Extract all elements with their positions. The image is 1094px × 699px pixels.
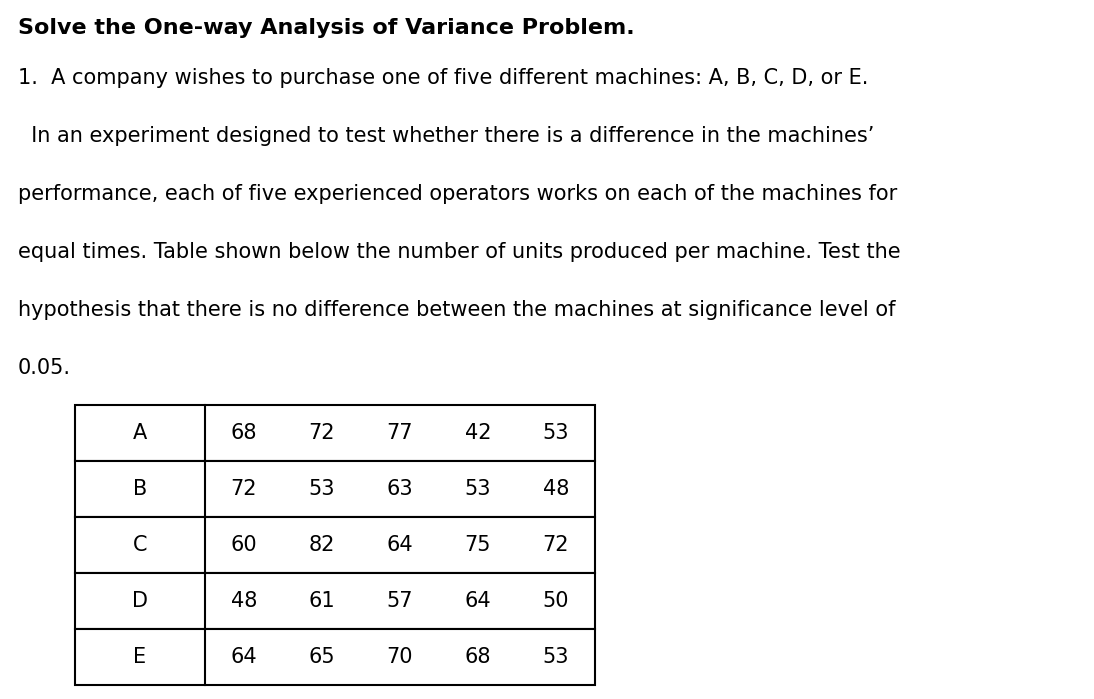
Bar <box>75 629 595 685</box>
Text: 64: 64 <box>465 591 491 611</box>
Text: 75: 75 <box>465 535 491 555</box>
Text: hypothesis that there is no difference between the machines at significance leve: hypothesis that there is no difference b… <box>18 300 896 320</box>
Text: Solve the One-way Analysis of Variance Problem.: Solve the One-way Analysis of Variance P… <box>18 18 635 38</box>
Text: 0.05.: 0.05. <box>18 358 71 378</box>
Text: A: A <box>132 423 147 443</box>
Bar <box>75 461 595 517</box>
Text: D: D <box>132 591 148 611</box>
Text: 68: 68 <box>465 647 491 667</box>
Text: 77: 77 <box>387 423 414 443</box>
Text: 82: 82 <box>309 535 335 555</box>
Text: In an experiment designed to test whether there is a difference in the machines’: In an experiment designed to test whethe… <box>18 126 874 146</box>
Text: 68: 68 <box>231 423 257 443</box>
Text: 60: 60 <box>231 535 257 555</box>
Text: 53: 53 <box>543 423 569 443</box>
Text: equal times. Table shown below the number of units produced per machine. Test th: equal times. Table shown below the numbe… <box>18 242 900 262</box>
Text: E: E <box>133 647 147 667</box>
Text: 57: 57 <box>387 591 414 611</box>
Text: 64: 64 <box>231 647 257 667</box>
Text: 70: 70 <box>387 647 414 667</box>
Text: 61: 61 <box>309 591 336 611</box>
Bar <box>75 405 595 461</box>
Bar <box>75 573 595 629</box>
Text: 72: 72 <box>309 423 335 443</box>
Text: performance, each of five experienced operators works on each of the machines fo: performance, each of five experienced op… <box>18 184 897 204</box>
Text: C: C <box>132 535 148 555</box>
Text: 53: 53 <box>309 479 335 499</box>
Text: 72: 72 <box>231 479 257 499</box>
Text: 48: 48 <box>231 591 257 611</box>
Text: 50: 50 <box>543 591 569 611</box>
Text: 48: 48 <box>543 479 569 499</box>
Text: 1.  A company wishes to purchase one of five different machines: A, B, C, D, or : 1. A company wishes to purchase one of f… <box>18 68 869 88</box>
Bar <box>75 517 595 573</box>
Text: 53: 53 <box>543 647 569 667</box>
Text: 72: 72 <box>543 535 569 555</box>
Text: 53: 53 <box>465 479 491 499</box>
Text: 63: 63 <box>386 479 414 499</box>
Text: 64: 64 <box>386 535 414 555</box>
Text: 42: 42 <box>465 423 491 443</box>
Text: B: B <box>132 479 147 499</box>
Text: 65: 65 <box>309 647 336 667</box>
